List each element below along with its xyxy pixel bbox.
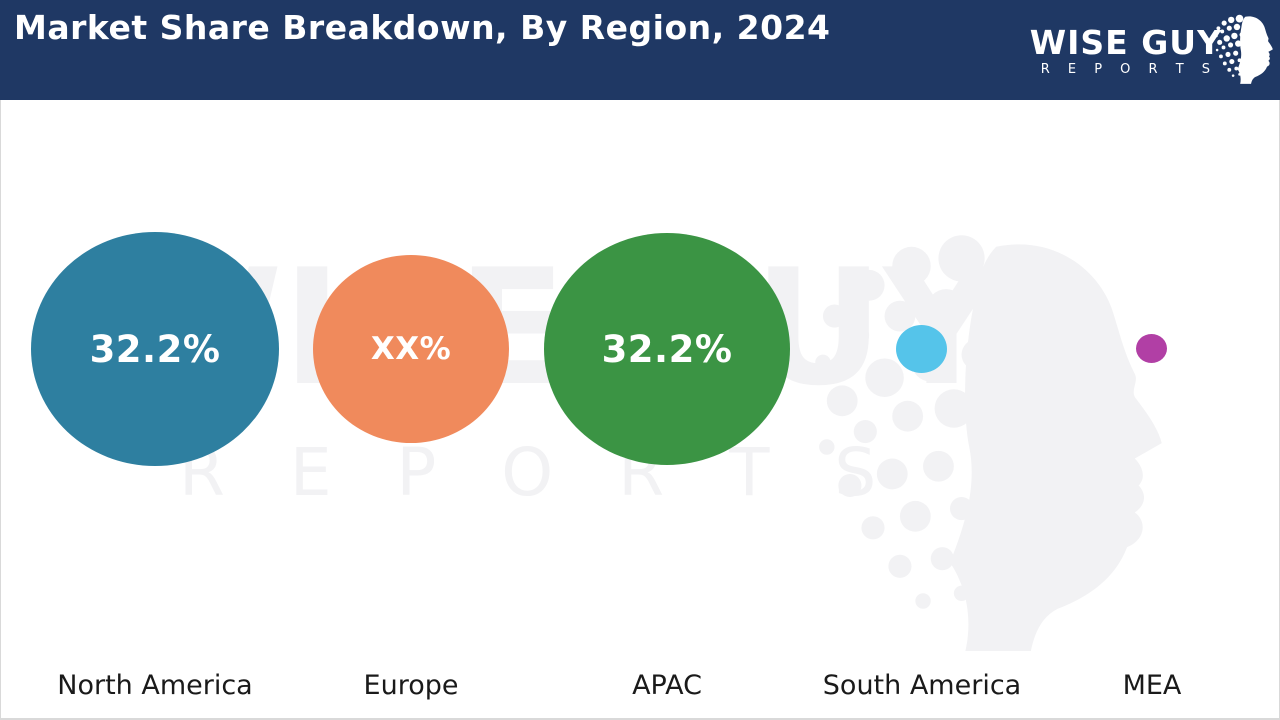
bubble-apac: 32.2% (544, 233, 790, 465)
logo-wordmark: WISE GUY R E P O R T S (1030, 24, 1222, 76)
bubble-mea (1136, 334, 1167, 363)
category-label-apac: APAC (632, 670, 702, 701)
category-label-mea: MEA (1122, 670, 1182, 701)
bubble-value-label: 32.2% (89, 327, 221, 371)
header-bar: Market Share Breakdown, By Region, 2024 … (0, 0, 1280, 100)
bubble-north-america: 32.2% (31, 232, 279, 466)
logo-wordmark-line2: R E P O R T S (1040, 61, 1218, 77)
wiseguy-head-icon (1215, 14, 1273, 84)
brand-logo: WISE GUY R E P O R T S (1030, 4, 1276, 96)
category-label-north-america: North America (57, 670, 253, 701)
logo-wordmark-line1: WISE GUY (1029, 23, 1222, 63)
watermark-reports-text: R E P O R T S (179, 434, 899, 511)
bubble-europe: XX% (313, 255, 509, 443)
page-title: Market Share Breakdown, By Region, 2024 (14, 8, 831, 47)
chart-area: WISE GUY R E P O R T S 32.2% XX% 32.2% N… (0, 100, 1280, 720)
bubble-value-label: XX% (370, 331, 452, 367)
bubble-south-america (896, 325, 947, 373)
watermark-head-icon (815, 235, 1162, 652)
bubble-value-label: 32.2% (601, 327, 733, 371)
category-label-europe: Europe (363, 670, 459, 701)
category-label-south-america: South America (822, 670, 1022, 701)
